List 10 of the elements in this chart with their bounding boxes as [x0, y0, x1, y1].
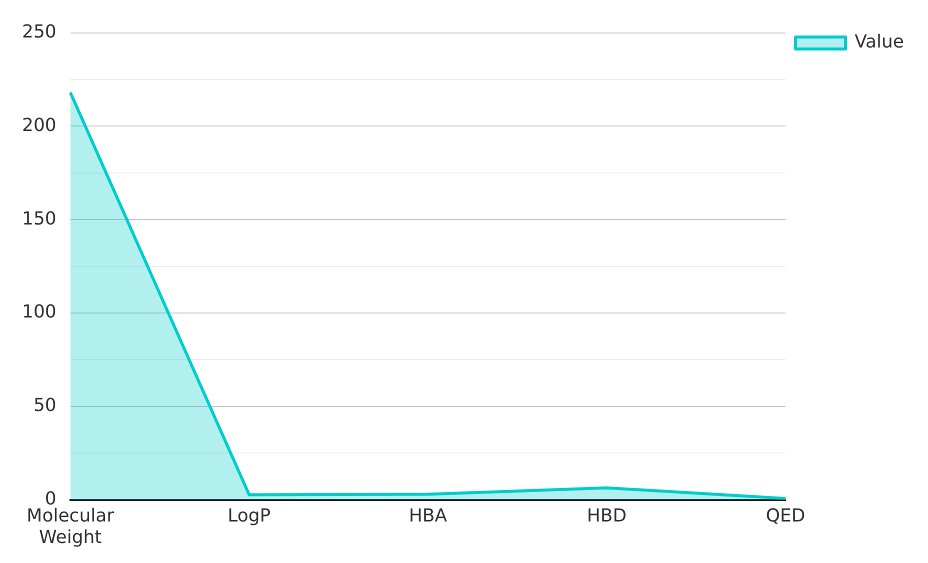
y-tick-label: 250: [22, 21, 56, 42]
y-tick-label: 200: [22, 114, 56, 136]
y-tick-label: 100: [22, 302, 56, 323]
y-tick-label: 50: [33, 395, 56, 416]
x-tick-label: HBD: [586, 505, 627, 526]
x-tick-label: LogP: [228, 505, 271, 526]
x-tick-label: HBA: [408, 505, 448, 526]
x-tick-label: QED: [766, 505, 806, 526]
y-tick-label: 150: [22, 208, 56, 230]
legend-label: Value: [854, 32, 904, 53]
